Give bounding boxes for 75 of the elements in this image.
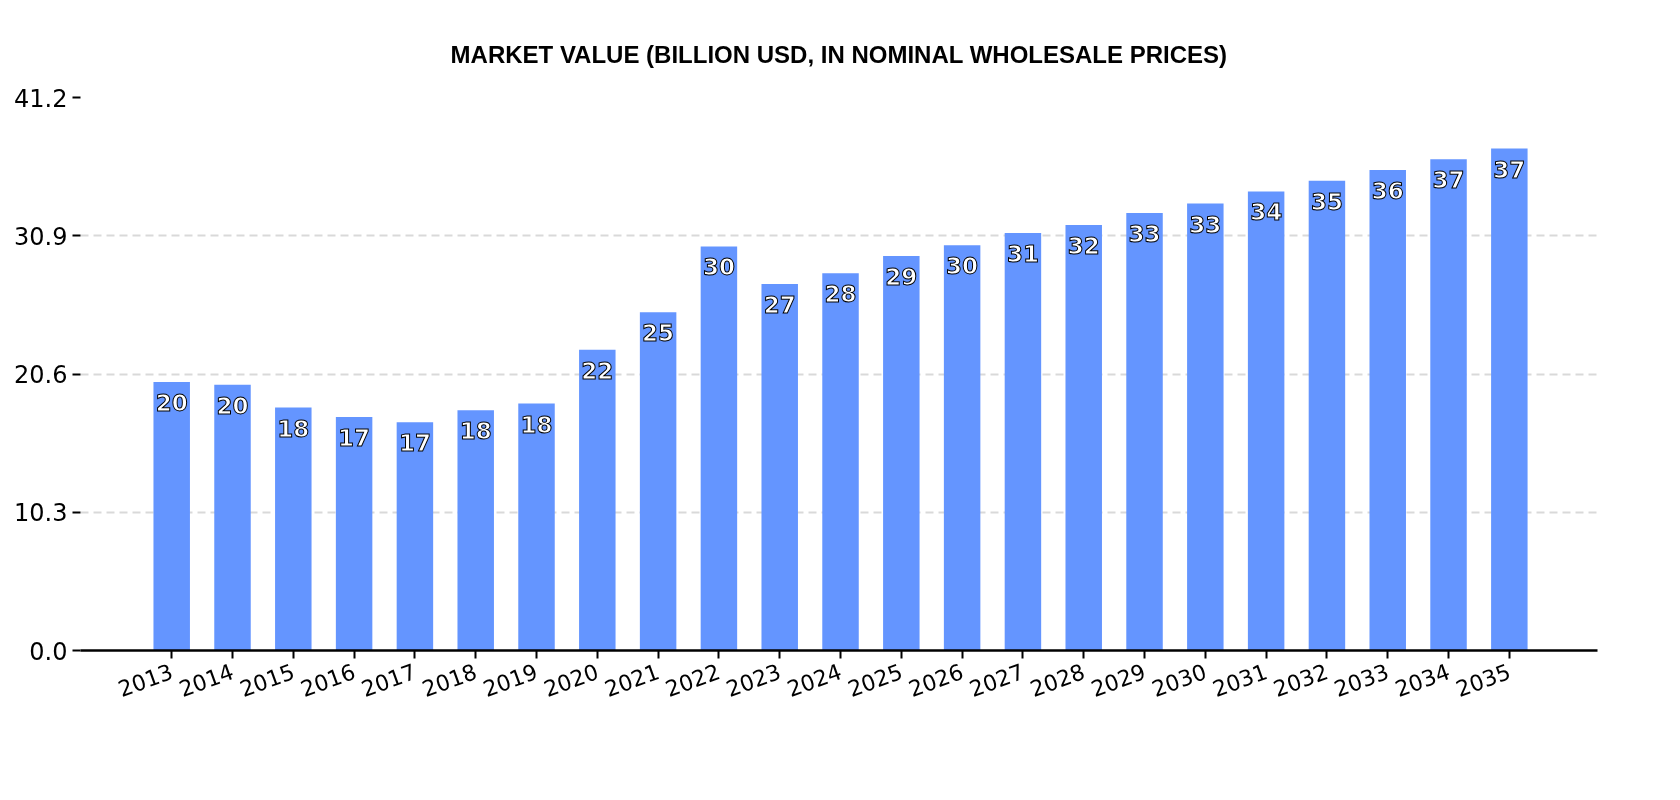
data-label: 28 <box>824 281 857 308</box>
x-tick-label: 2015 <box>236 659 298 702</box>
x-tick-label: 2023 <box>723 659 785 702</box>
bar <box>1065 225 1102 651</box>
data-label: 33 <box>1128 220 1161 247</box>
y-tick-label: 41.2 <box>14 84 68 113</box>
bar <box>396 422 434 651</box>
data-label: 30 <box>946 253 979 280</box>
x-tick-label: 2030 <box>1148 659 1210 702</box>
bar <box>153 382 190 651</box>
data-label: 17 <box>398 430 431 457</box>
data-label: 20 <box>216 392 249 419</box>
bar <box>335 416 373 651</box>
x-tick-label: 2016 <box>297 659 359 702</box>
bar <box>1187 203 1224 651</box>
y-tick-label: 0.0 <box>29 637 68 666</box>
x-tick-label: 2024 <box>783 659 845 702</box>
x-tick-label: 2019 <box>479 659 541 702</box>
bar <box>1491 148 1528 651</box>
y-tick-label: 30.9 <box>14 222 68 251</box>
x-tick-label: 2025 <box>844 659 906 702</box>
bar <box>1126 212 1163 651</box>
x-tick-label: 2017 <box>358 659 420 702</box>
y-tick-label: 20.6 <box>14 361 68 389</box>
data-label: 18 <box>520 411 553 438</box>
y-tick-label: 10.3 <box>14 499 68 528</box>
data-label: 20 <box>155 390 188 417</box>
data-label: 18 <box>459 418 492 445</box>
bar <box>1430 159 1467 651</box>
x-tick-label: 2034 <box>1391 659 1453 702</box>
x-tick-label: 2033 <box>1331 659 1393 702</box>
x-tick-label: 2026 <box>905 659 967 702</box>
x-tick-label: 2031 <box>1209 659 1271 702</box>
bar <box>457 410 494 651</box>
x-tick-label: 2021 <box>601 659 663 702</box>
x-tick-label: 2028 <box>1027 659 1089 702</box>
bar <box>822 273 859 651</box>
data-label: 35 <box>1310 188 1343 215</box>
bar <box>700 246 738 651</box>
chart-title: MARKET VALUE (BILLION USD, IN NOMINAL WHOLESALE PRICES) <box>450 40 1227 68</box>
x-tick-label: 2032 <box>1270 659 1332 702</box>
bar <box>275 407 312 651</box>
data-label: 29 <box>885 263 918 290</box>
data-label: 22 <box>581 357 614 384</box>
data-label: 18 <box>277 415 310 442</box>
data-label: 30 <box>702 254 735 281</box>
bar <box>943 245 981 651</box>
bar <box>579 349 616 651</box>
x-tick-label: 2013 <box>114 659 177 702</box>
data-label: 37 <box>1493 156 1526 183</box>
bar <box>1369 169 1406 651</box>
data-label: 33 <box>1189 211 1222 238</box>
data-label: 36 <box>1371 177 1404 204</box>
data-label: 32 <box>1067 233 1100 260</box>
bar <box>1308 180 1346 651</box>
bar <box>214 384 251 651</box>
x-tick-label: 2029 <box>1087 659 1149 702</box>
data-label: 37 <box>1432 167 1465 194</box>
x-tick-label: 2022 <box>662 659 724 702</box>
data-label: 27 <box>763 292 796 319</box>
bar <box>1004 233 1042 651</box>
x-tick-label: 2018 <box>419 659 481 702</box>
x-tick-label: 2014 <box>175 659 237 702</box>
bar <box>1247 191 1285 651</box>
data-label: 31 <box>1006 241 1039 268</box>
x-tick-label: 2027 <box>966 659 1028 702</box>
bar <box>518 403 555 651</box>
x-tick-label: 2035 <box>1452 659 1514 702</box>
x-tick-label: 2020 <box>540 659 602 702</box>
data-label: 25 <box>642 320 675 347</box>
bar <box>761 284 798 651</box>
data-label: 34 <box>1250 199 1283 226</box>
bar <box>883 255 920 651</box>
data-label: 17 <box>338 424 371 451</box>
bar <box>639 312 677 651</box>
